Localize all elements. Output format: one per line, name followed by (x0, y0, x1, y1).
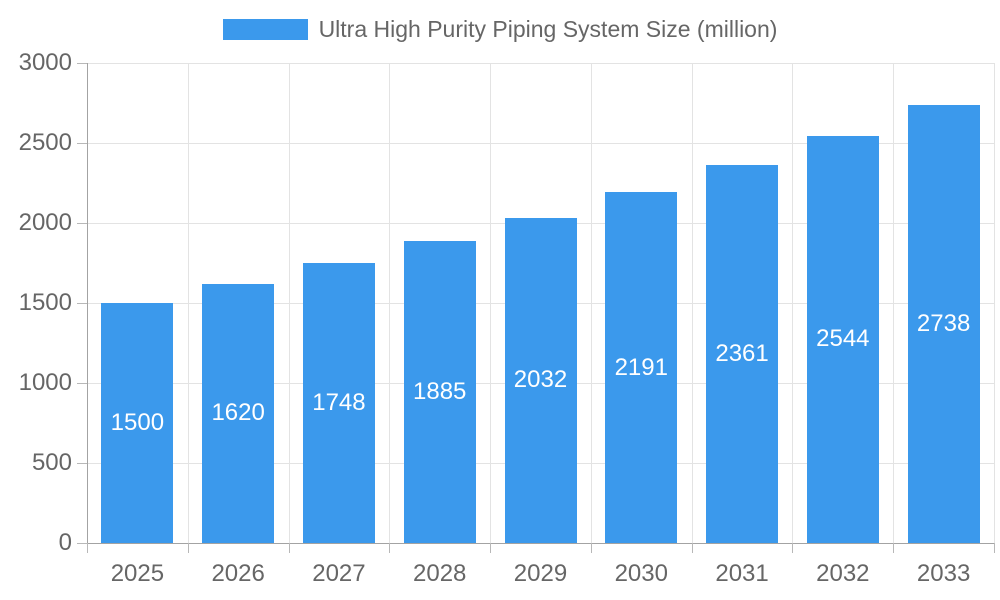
y-tick-mark (77, 223, 87, 224)
y-tick-mark (77, 463, 87, 464)
bar[interactable]: 1620 (202, 283, 275, 543)
y-tick-mark (77, 383, 87, 384)
y-tick-mark (77, 543, 87, 544)
x-axis-baseline (87, 543, 994, 544)
bar[interactable]: 1748 (302, 263, 375, 543)
x-tick-mark (288, 543, 290, 553)
x-tick-mark (87, 543, 88, 553)
v-gridline (893, 63, 895, 543)
bar[interactable]: 2738 (907, 104, 980, 543)
x-tick-label: 2032 (816, 560, 870, 587)
y-tick-label: 2500 (18, 129, 72, 156)
x-tick-mark (490, 543, 492, 553)
x-tick-label: 2028 (413, 560, 467, 587)
bar-value-label: 2544 (816, 325, 870, 353)
bar[interactable]: 2544 (806, 135, 879, 543)
x-tick-mark (994, 543, 995, 553)
bar-value-label: 2361 (715, 340, 769, 368)
v-gridline (691, 63, 693, 543)
y-tick-mark (77, 303, 87, 304)
v-gridline (792, 63, 794, 543)
x-tick-label: 2031 (715, 560, 769, 587)
y-tick-mark (77, 143, 87, 144)
x-tick-label: 2029 (513, 560, 568, 587)
x-tick-label: 2033 (916, 560, 971, 587)
x-tick-label: 2027 (312, 560, 366, 587)
x-tick-mark (792, 543, 794, 553)
bar-value-label: 1748 (312, 389, 366, 417)
y-tick-label: 0 (58, 529, 72, 556)
bar-value-label: 1620 (211, 399, 265, 427)
legend-label: Ultra High Purity Piping System Size (mi… (318, 16, 778, 42)
bar[interactable]: 1500 (101, 303, 174, 543)
y-axis-line (87, 63, 88, 543)
bar-value-label: 2191 (614, 353, 668, 381)
legend-swatch (222, 19, 308, 40)
x-tick-mark (590, 543, 592, 553)
bar[interactable]: 2191 (605, 192, 678, 543)
bar-value-label: 1885 (413, 378, 467, 406)
y-tick-label: 3000 (18, 49, 72, 76)
bar[interactable]: 2032 (504, 217, 577, 543)
bar-value-label: 1500 (110, 409, 165, 436)
x-tick-mark (893, 543, 895, 553)
y-tick-label: 500 (31, 449, 72, 476)
x-tick-label: 2025 (110, 560, 165, 587)
v-gridline (490, 63, 492, 543)
v-gridline (994, 63, 995, 543)
bar[interactable]: 2361 (706, 165, 779, 543)
x-tick-label: 2030 (614, 560, 668, 587)
bar-value-label: 2738 (916, 309, 971, 337)
y-tick-label: 1000 (18, 369, 72, 396)
h-gridline (87, 63, 994, 64)
y-tick-mark (77, 63, 87, 64)
y-tick-label: 1500 (18, 289, 72, 316)
bar-value-label: 2032 (513, 366, 568, 394)
x-tick-mark (691, 543, 693, 553)
v-gridline (389, 63, 391, 543)
chart-legend[interactable]: Ultra High Purity Piping System Size (mi… (0, 16, 1000, 43)
v-gridline (288, 63, 290, 543)
v-gridline (187, 63, 189, 543)
bar[interactable]: 1885 (403, 241, 476, 543)
v-gridline (590, 63, 592, 543)
y-tick-label: 2000 (18, 209, 72, 236)
x-tick-mark (187, 543, 189, 553)
h-gridline (87, 143, 994, 144)
x-tick-mark (389, 543, 391, 553)
x-tick-label: 2026 (211, 560, 265, 587)
